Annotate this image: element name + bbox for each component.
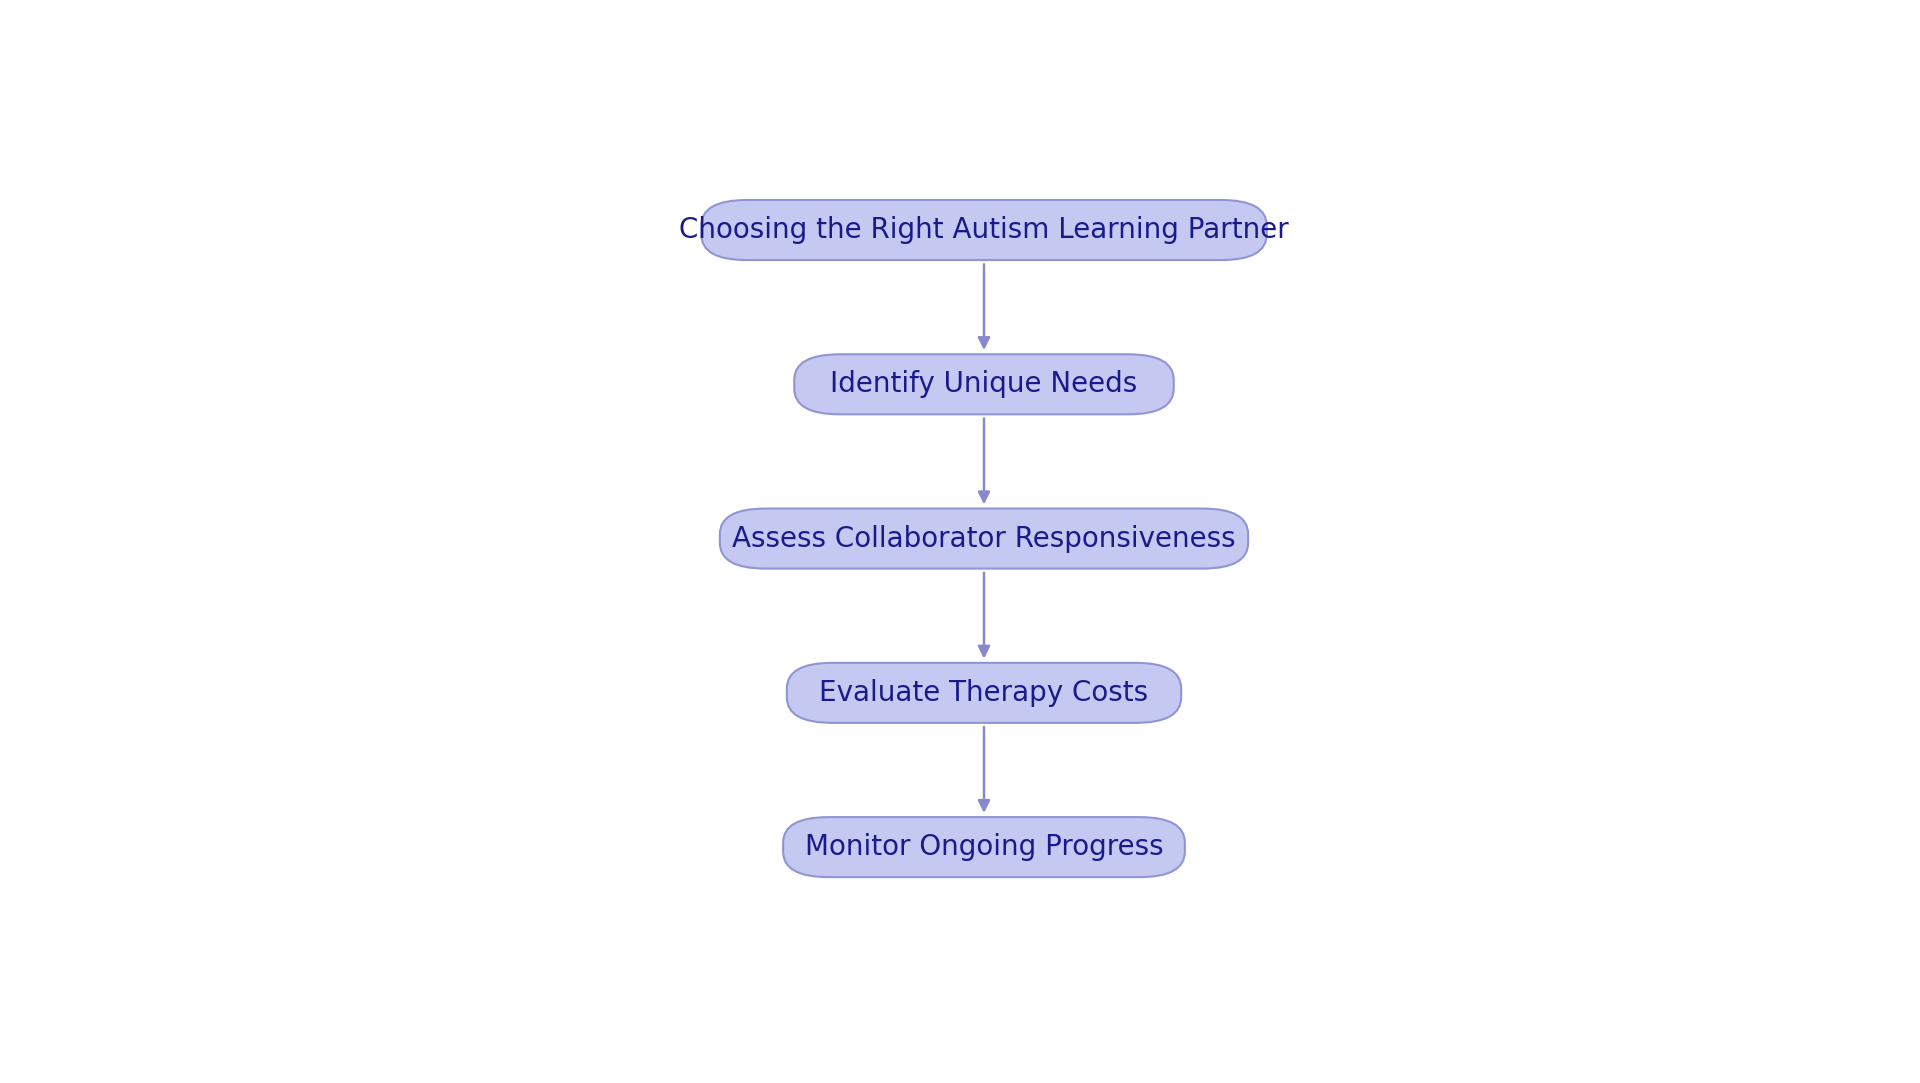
- Text: Monitor Ongoing Progress: Monitor Ongoing Progress: [804, 833, 1164, 861]
- FancyBboxPatch shape: [787, 663, 1181, 722]
- FancyBboxPatch shape: [783, 817, 1185, 877]
- Text: Evaluate Therapy Costs: Evaluate Therapy Costs: [820, 679, 1148, 707]
- FancyBboxPatch shape: [701, 200, 1267, 260]
- FancyBboxPatch shape: [720, 509, 1248, 569]
- Text: Identify Unique Needs: Identify Unique Needs: [829, 370, 1139, 399]
- Text: Choosing the Right Autism Learning Partner: Choosing the Right Autism Learning Partn…: [680, 216, 1288, 244]
- FancyBboxPatch shape: [795, 354, 1173, 415]
- Text: Assess Collaborator Responsiveness: Assess Collaborator Responsiveness: [732, 524, 1236, 552]
